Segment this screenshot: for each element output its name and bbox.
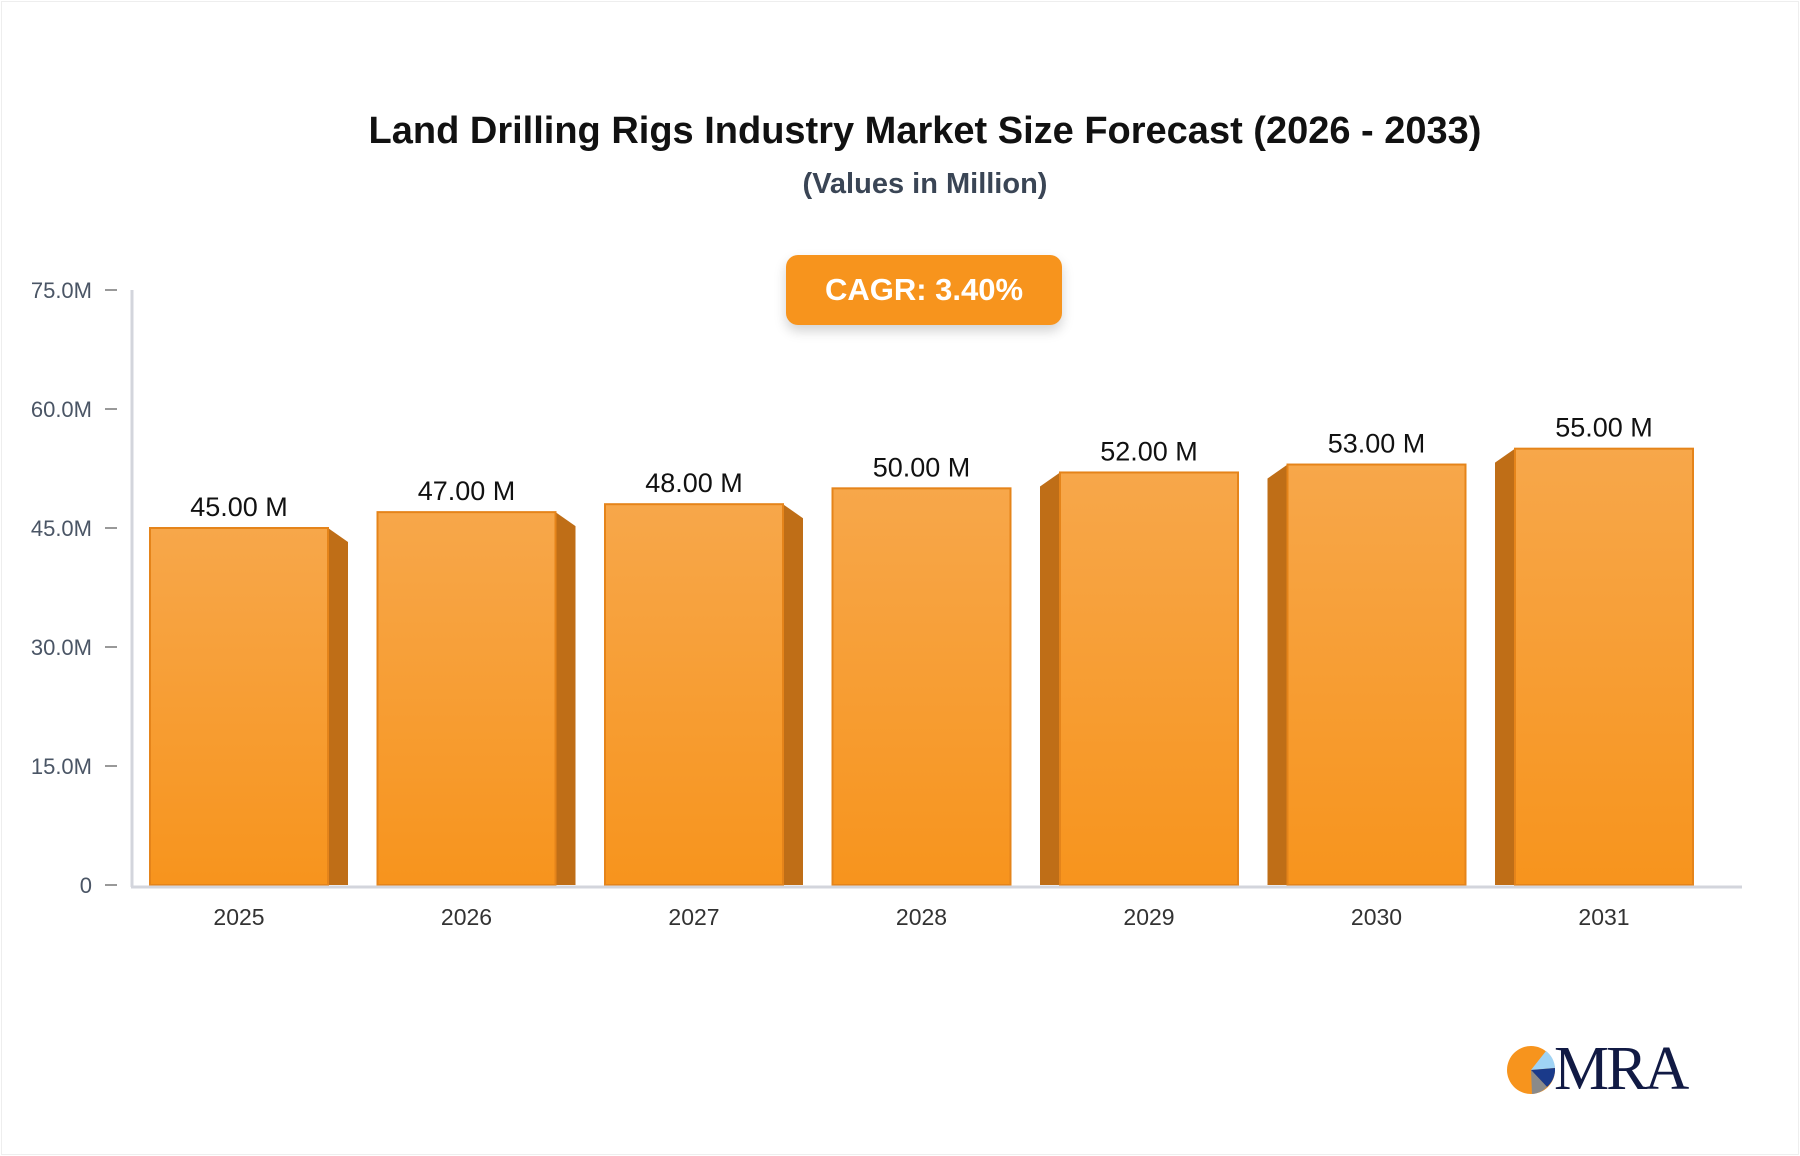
data-label: 52.00 M [1100, 436, 1198, 466]
bar-side [328, 528, 348, 885]
x-tick-label: 2025 [213, 904, 264, 930]
logo-text: MRA [1554, 1035, 1689, 1103]
bar-2031: 55.00 M [1495, 413, 1694, 886]
y-tick-label: 15.0M [31, 754, 92, 779]
bar-front [1286, 463, 1467, 886]
x-tick-label: 2026 [441, 904, 492, 930]
data-label: 47.00 M [418, 476, 516, 506]
data-label: 48.00 M [645, 468, 743, 498]
x-tick-label: 2027 [668, 904, 719, 930]
bar-2026: 47.00 M [376, 476, 576, 887]
data-label: 50.00 M [873, 452, 971, 482]
mra-logo: MRA [1506, 1035, 1696, 1103]
chart-title: Land Drilling Rigs Industry Market Size … [368, 110, 1482, 152]
bar-2030: 53.00 M [1267, 429, 1467, 886]
bar-front [149, 527, 329, 886]
y-tick-label: 0 [80, 873, 92, 898]
x-tick-label: 2030 [1351, 904, 1402, 930]
bar-2025: 45.00 M [149, 492, 348, 886]
bar-side [1267, 464, 1288, 885]
bar-front [1514, 447, 1694, 886]
x-tick-label: 2028 [896, 904, 947, 930]
y-tick-label: 45.0M [31, 516, 92, 541]
bar-side [555, 512, 576, 885]
data-label: 45.00 M [190, 492, 288, 522]
bar-side [1495, 448, 1515, 885]
x-tick-label: 2029 [1123, 904, 1174, 930]
bar-front [831, 487, 1012, 886]
data-label: 53.00 M [1328, 429, 1426, 459]
bar-side [1040, 472, 1060, 885]
data-label: 55.00 M [1555, 413, 1653, 443]
bar-2028: 50.00 M [831, 452, 1012, 886]
bar-2027: 48.00 M [604, 468, 803, 886]
y-tick-label: 30.0M [31, 635, 92, 660]
bar-front [1059, 471, 1239, 886]
pie-logo-icon [1507, 1046, 1556, 1094]
y-tick-label: 60.0M [31, 397, 92, 422]
cagr-badge: CAGR: 3.40% [786, 255, 1062, 325]
chart-subtitle: (Values in Million) [802, 168, 1048, 200]
bar-front [376, 511, 557, 887]
bar-front [604, 503, 784, 886]
bar-2029: 52.00 M [1040, 436, 1239, 886]
x-tick-label: 2031 [1578, 904, 1629, 930]
y-tick-label: 75.0M [31, 278, 92, 303]
bar-side [783, 504, 803, 885]
